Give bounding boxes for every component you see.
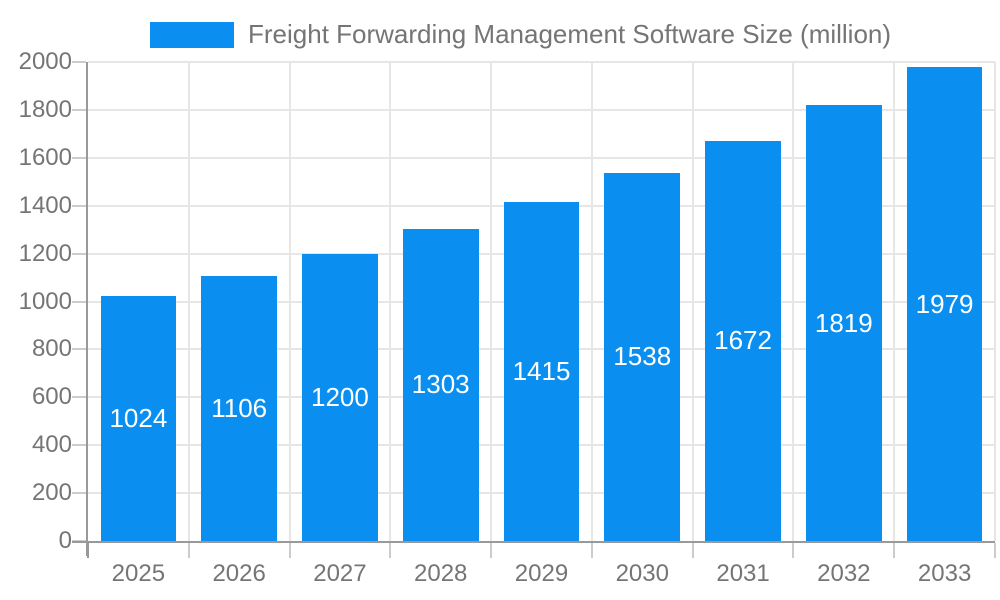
x-tick-label: 2032	[817, 560, 871, 587]
v-gridline	[490, 62, 493, 541]
y-tick-label: 800	[31, 335, 72, 363]
x-tick	[590, 543, 593, 558]
bar: 1303	[402, 228, 479, 541]
y-tick-label: 1200	[18, 239, 72, 267]
bar: 1415	[503, 202, 580, 541]
bar-value-label: 1819	[814, 307, 873, 338]
plot-area: 1024 1106 1200 1303 1415 1538 1672 1819 1979	[72, 61, 996, 558]
y-tick	[72, 300, 86, 303]
bar-value-label: 1979	[915, 288, 974, 319]
bar-value-label: 1538	[613, 341, 672, 372]
y-axis-line	[86, 62, 88, 556]
bar: 1979	[906, 67, 983, 541]
y-tick-label: 600	[31, 383, 72, 411]
x-tick	[288, 543, 291, 558]
x-tick	[187, 543, 190, 558]
x-tick-label: 2031	[716, 560, 770, 587]
bar: 1200	[302, 253, 378, 541]
x-tick	[893, 543, 896, 558]
y-tick	[72, 444, 86, 447]
x-tick	[792, 543, 795, 558]
y-tick-label: 1800	[18, 95, 72, 123]
bar: 1106	[201, 276, 277, 541]
v-gridline	[389, 62, 392, 541]
x-tick-label: 2028	[414, 560, 468, 587]
bar: 1819	[806, 105, 882, 541]
y-tick-label: 400	[31, 431, 72, 459]
y-tick-label: 1000	[18, 287, 72, 315]
bar-value-label: 1415	[512, 356, 571, 387]
legend: Freight Forwarding Management Software S…	[150, 19, 891, 50]
bar-value-label: 1672	[714, 325, 772, 356]
y-tick-label: 1400	[18, 191, 72, 219]
y-tick-label: 1600	[18, 143, 72, 171]
h-gridline	[88, 156, 995, 159]
y-tick	[72, 252, 86, 255]
bar-value-label: 1303	[411, 369, 470, 400]
bar: 1024	[100, 295, 177, 541]
x-tick-label: 2025	[111, 560, 166, 587]
y-tick	[72, 61, 86, 63]
x-tick	[691, 543, 694, 558]
v-gridline	[288, 62, 291, 541]
x-tick-label: 2029	[514, 560, 569, 587]
y-tick-label: 2000	[18, 48, 72, 75]
x-tick	[389, 543, 392, 558]
y-tick-label: 0	[58, 527, 72, 554]
y-tick	[72, 108, 86, 111]
x-tick	[490, 543, 493, 558]
v-gridline	[994, 62, 996, 541]
y-tick	[72, 204, 86, 207]
x-tick-label: 2027	[313, 560, 367, 587]
x-axis-line	[72, 541, 995, 543]
v-gridline	[590, 62, 593, 541]
legend-label: Freight Forwarding Management Software S…	[248, 19, 892, 49]
y-tick	[72, 492, 86, 495]
bar: 1538	[604, 172, 681, 541]
y-tick	[72, 348, 86, 351]
legend-swatch-icon	[150, 21, 234, 48]
x-tick-label: 2030	[615, 560, 669, 587]
bar-value-label: 1106	[211, 393, 268, 424]
y-tick-label: 200	[31, 479, 72, 507]
x-tick	[87, 543, 89, 558]
bar-value-label: 1024	[109, 402, 168, 433]
x-tick-label: 2033	[917, 560, 972, 587]
h-gridline	[88, 108, 995, 111]
v-gridline	[187, 62, 190, 541]
v-gridline	[792, 62, 795, 541]
y-tick	[72, 156, 86, 159]
v-gridline	[691, 62, 694, 541]
bar-value-label: 1200	[311, 381, 369, 412]
v-gridline	[893, 62, 896, 541]
x-tick	[994, 543, 996, 558]
y-tick	[72, 396, 86, 399]
h-gridline	[88, 61, 995, 63]
x-tick-label: 2026	[212, 560, 266, 587]
bar: 1672	[705, 140, 781, 541]
